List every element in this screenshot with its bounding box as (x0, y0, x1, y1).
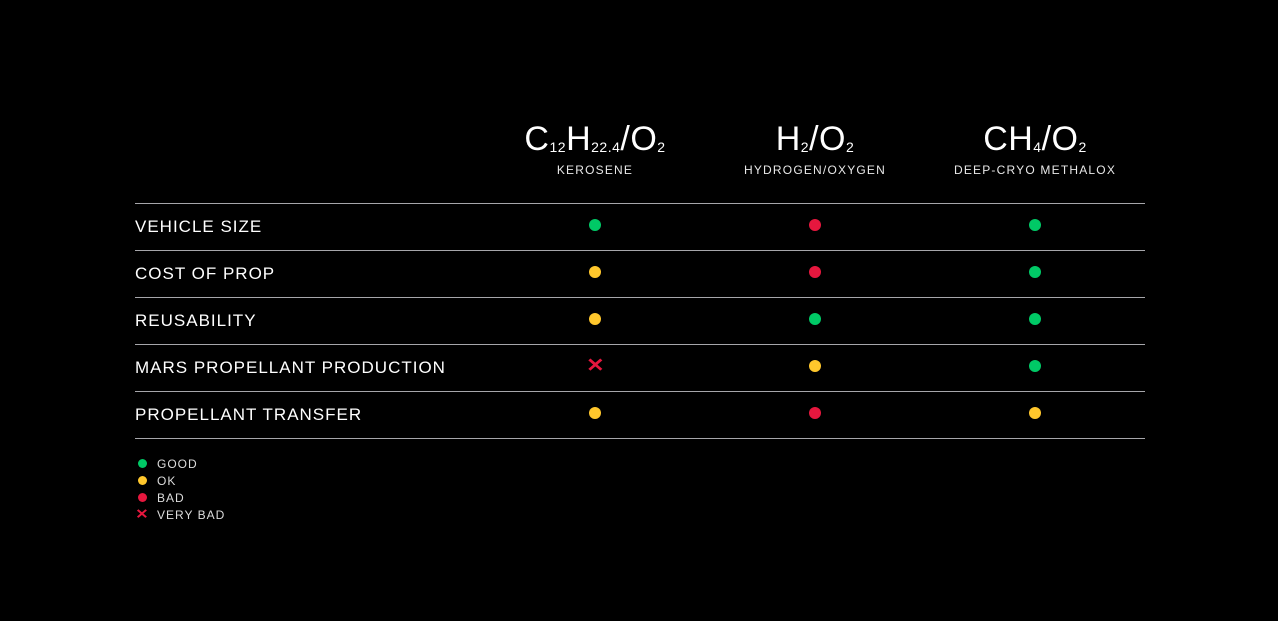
good-dot (589, 219, 601, 231)
rating-cell: ✕ (485, 359, 705, 377)
x-icon: ✕ (586, 360, 604, 371)
good-dot (1029, 313, 1041, 325)
x-icon: ✕ (135, 508, 149, 519)
formula-kerosene: C12H22.4/O2 (485, 120, 705, 159)
rating-cell (925, 265, 1145, 283)
row-label: REUSABILITY (135, 311, 485, 331)
row-label: VEHICLE SIZE (135, 217, 485, 237)
good-dot (1029, 360, 1041, 372)
propellant-comparison-slide: C12H22.4/O2KEROSENEH2/O2HYDROGEN/OXYGENC… (0, 0, 1278, 621)
legend-item-good: GOOD (135, 457, 1145, 471)
good-dot (809, 313, 821, 325)
bad-dot (809, 266, 821, 278)
rating-cell (485, 406, 705, 424)
ok-dot (589, 407, 601, 419)
sublabel-methalox: DEEP-CRYO METHALOX (925, 163, 1145, 177)
table-rows: VEHICLE SIZE COST OF PROP REUSABILITY MARS … (135, 203, 1145, 439)
rating-cell (705, 218, 925, 236)
rating-cell (485, 265, 705, 283)
row-label: COST OF PROP (135, 264, 485, 284)
ok-dot (138, 476, 147, 485)
table-row: PROPELLANT TRANSFER (135, 392, 1145, 439)
row-cells (485, 406, 1145, 424)
table-row: MARS PROPELLANT PRODUCTION ✕ (135, 345, 1145, 392)
ok-dot (589, 266, 601, 278)
sublabel-kerosene: KEROSENE (485, 163, 705, 177)
column-hydrolox: H2/O2 HYDROGEN/OXYGEN (705, 120, 925, 177)
column-methalox: CH4/O2 DEEP-CRYO METHALOX (925, 120, 1145, 177)
good-dot (1029, 266, 1041, 278)
formula-hydrolox: H2/O2 (705, 120, 925, 159)
row-cells (485, 218, 1145, 236)
formula-methalox: CH4/O2 (925, 120, 1145, 159)
rating-cell (485, 218, 705, 236)
rating-cell (705, 312, 925, 330)
bad-dot (138, 493, 147, 502)
comparison-table: C12H22.4/O2KEROSENEH2/O2HYDROGEN/OXYGENC… (135, 120, 1145, 525)
row-cells: ✕ (485, 359, 1145, 377)
bad-dot (809, 219, 821, 231)
rating-cell (705, 359, 925, 377)
column-kerosene: C12H22.4/O2 KEROSENE (485, 120, 705, 177)
good-dot (1029, 219, 1041, 231)
sublabel-hydrolox: HYDROGEN/OXYGEN (705, 163, 925, 177)
table-row: REUSABILITY (135, 298, 1145, 345)
rating-cell (925, 218, 1145, 236)
good-dot (138, 459, 147, 468)
legend-label: OK (157, 474, 176, 488)
row-label: PROPELLANT TRANSFER (135, 405, 485, 425)
ok-dot (589, 313, 601, 325)
table-row: VEHICLE SIZE (135, 204, 1145, 251)
legend-label: GOOD (157, 457, 198, 471)
rating-cell (705, 406, 925, 424)
legend-label: BAD (157, 491, 185, 505)
rating-cell (925, 406, 1145, 424)
column-headers: C12H22.4/O2 KEROSENEH2/O2 HYDROGEN/OXYGENC… (485, 120, 1145, 203)
legend-item-ok: OK (135, 474, 1145, 488)
legend-item-verybad: ✕ VERY BAD (135, 508, 1145, 522)
legend-label: VERY BAD (157, 508, 225, 522)
rating-cell (705, 265, 925, 283)
row-label: MARS PROPELLANT PRODUCTION (135, 358, 485, 378)
rating-cell (925, 312, 1145, 330)
bad-dot (809, 407, 821, 419)
legend: GOOD OK BAD ✕ VERY BAD (135, 457, 1145, 522)
table-row: COST OF PROP (135, 251, 1145, 298)
rating-cell (925, 359, 1145, 377)
rating-cell (485, 312, 705, 330)
row-cells (485, 312, 1145, 330)
ok-dot (809, 360, 821, 372)
row-cells (485, 265, 1145, 283)
ok-dot (1029, 407, 1041, 419)
legend-item-bad: BAD (135, 491, 1145, 505)
